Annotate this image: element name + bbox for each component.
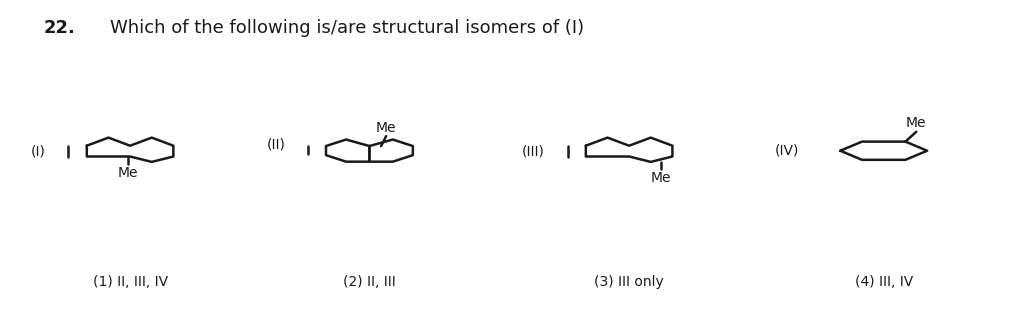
Text: Me: Me [118,166,138,180]
Text: (1) II, III, IV: (1) II, III, IV [92,275,168,289]
Text: Me: Me [376,120,396,135]
Text: (3) III only: (3) III only [594,275,664,289]
Text: Me: Me [650,171,671,185]
Text: (IV): (IV) [775,144,800,158]
Text: (4) III, IV: (4) III, IV [855,275,912,289]
Text: Which of the following is/are structural isomers of (I): Which of the following is/are structural… [110,19,584,36]
Text: Me: Me [906,116,927,130]
Text: (I): (I) [31,144,46,158]
Text: (III): (III) [522,144,545,158]
Text: 22.: 22. [43,19,76,36]
Text: (2) II, III: (2) II, III [343,275,396,289]
Text: (II): (II) [266,137,286,151]
